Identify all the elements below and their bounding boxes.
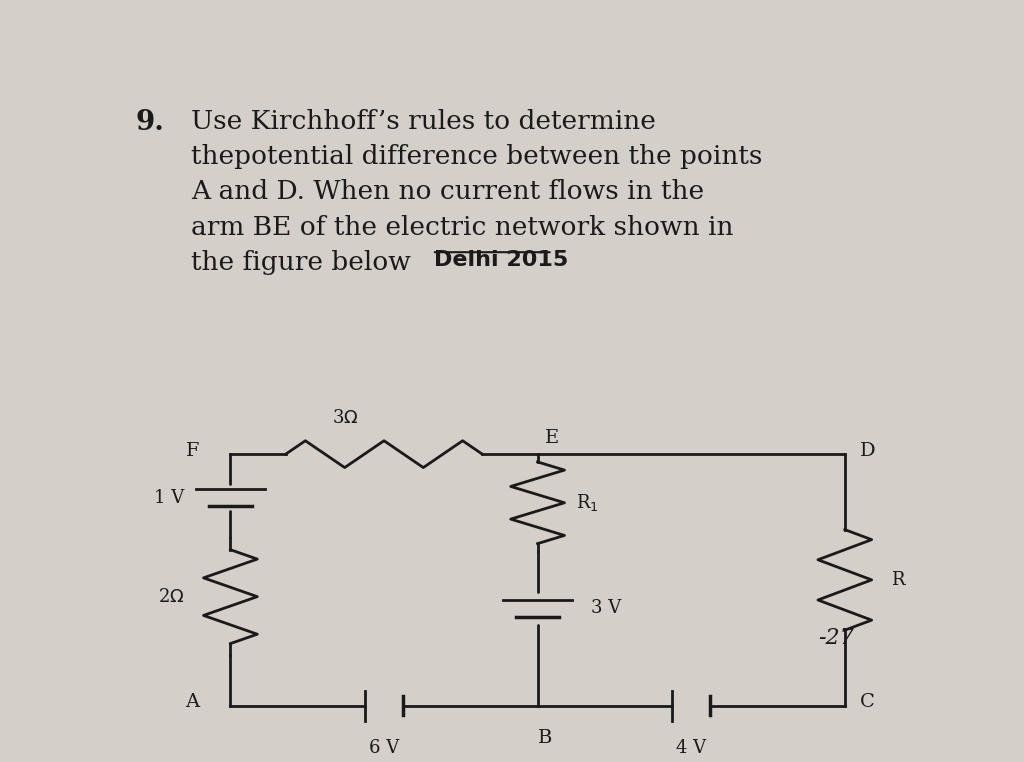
Text: 1 V: 1 V: [154, 488, 184, 507]
Text: A and D. When no current flows in the: A and D. When no current flows in the: [191, 180, 705, 204]
Text: -27: -27: [818, 627, 854, 649]
Text: 6 V: 6 V: [369, 739, 399, 757]
Text: 3$\Omega$: 3$\Omega$: [333, 409, 358, 427]
Text: 9.: 9.: [136, 109, 165, 136]
Text: C: C: [860, 693, 876, 711]
Text: 4 V: 4 V: [676, 739, 707, 757]
Text: Delhi 2015: Delhi 2015: [433, 250, 567, 270]
Text: D: D: [860, 442, 876, 459]
Text: Use Kirchhoff’s rules to determine: Use Kirchhoff’s rules to determine: [191, 109, 656, 134]
Text: arm BE of the electric network shown in: arm BE of the electric network shown in: [191, 215, 734, 240]
Text: R$_1$: R$_1$: [575, 492, 599, 514]
Text: the figure below: the figure below: [191, 250, 412, 275]
Text: 3 V: 3 V: [592, 600, 622, 617]
Text: 2$\Omega$: 2$\Omega$: [158, 588, 184, 606]
Text: B: B: [538, 729, 553, 747]
Text: R: R: [891, 571, 904, 589]
Text: F: F: [186, 442, 200, 459]
Text: E: E: [545, 430, 559, 447]
Text: A: A: [185, 693, 200, 711]
Text: thepotential difference between the points: thepotential difference between the poin…: [191, 144, 763, 169]
